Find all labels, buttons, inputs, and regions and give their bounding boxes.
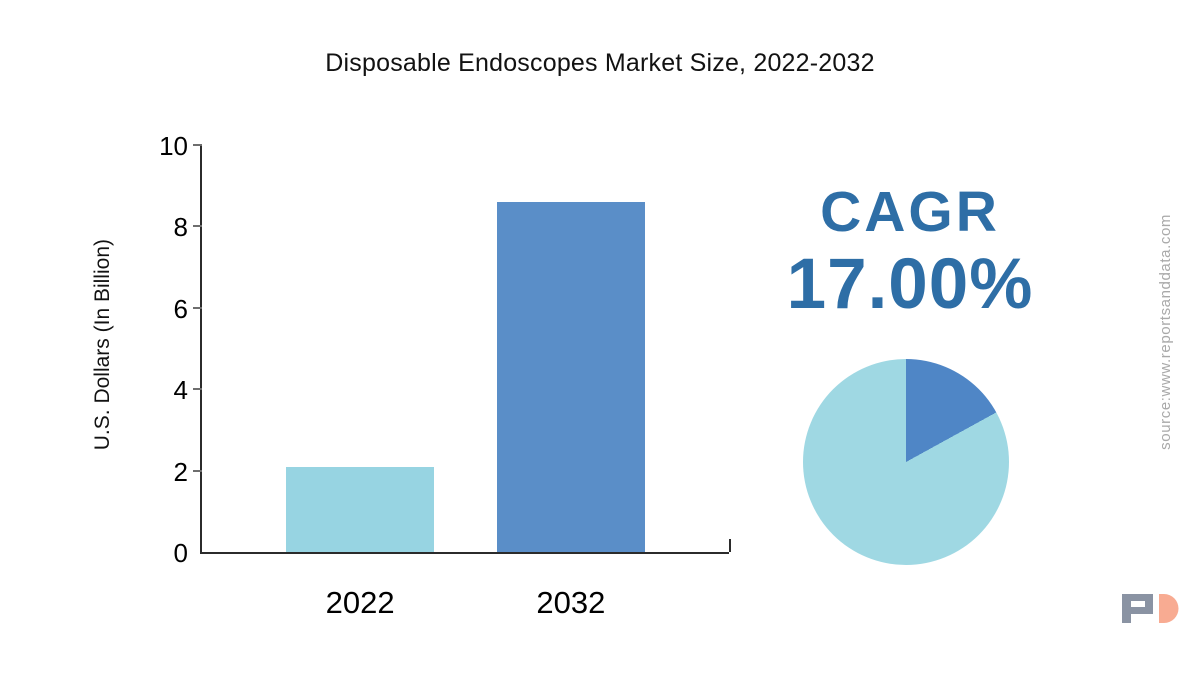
- x-tick-label-2022: 2022: [325, 585, 395, 620]
- page-title: Disposable Endoscopes Market Size, 2022-…: [325, 49, 875, 77]
- y-tick-mark: [193, 144, 202, 146]
- source-watermark-text: source:www.reportsanddata.com: [1156, 214, 1174, 450]
- y-tick-label: 10: [159, 131, 188, 161]
- x-axis-end-tick: [729, 539, 731, 552]
- bar-2032: [496, 201, 645, 552]
- y-tick-mark: [193, 225, 202, 228]
- bar-plot-area: 0 2 4 6 8 10 2022 2032: [159, 133, 731, 620]
- pie-chart: [803, 359, 1009, 565]
- y-tick-label: 4: [173, 375, 188, 406]
- cagr-label: CAGR: [820, 180, 1000, 244]
- y-tick-label: 0: [173, 538, 188, 568]
- cagr-value: 17.00%: [786, 245, 1034, 324]
- bar-2022: [286, 466, 435, 552]
- brand-logo: [1122, 594, 1179, 623]
- logo-letter-d: [1159, 594, 1179, 623]
- y-tick-label: 6: [173, 293, 188, 324]
- y-tick-mark: [193, 469, 202, 472]
- y-tick-label: 2: [173, 456, 188, 487]
- logo-letter-r: [1122, 594, 1153, 623]
- y-tick-label: 8: [173, 212, 188, 243]
- cagr-block: CAGR 17.00%: [775, 180, 1045, 324]
- y-tick-mark: [193, 306, 202, 309]
- source-watermark: source:www.reportsanddata.com: [1153, 172, 1177, 492]
- y-axis-label-wrap: U.S. Dollars (In Billion): [90, 220, 116, 470]
- y-tick-mark: [193, 388, 202, 391]
- x-tick-label-2032: 2032: [536, 585, 606, 620]
- y-axis-label: U.S. Dollars (In Billion): [91, 239, 114, 451]
